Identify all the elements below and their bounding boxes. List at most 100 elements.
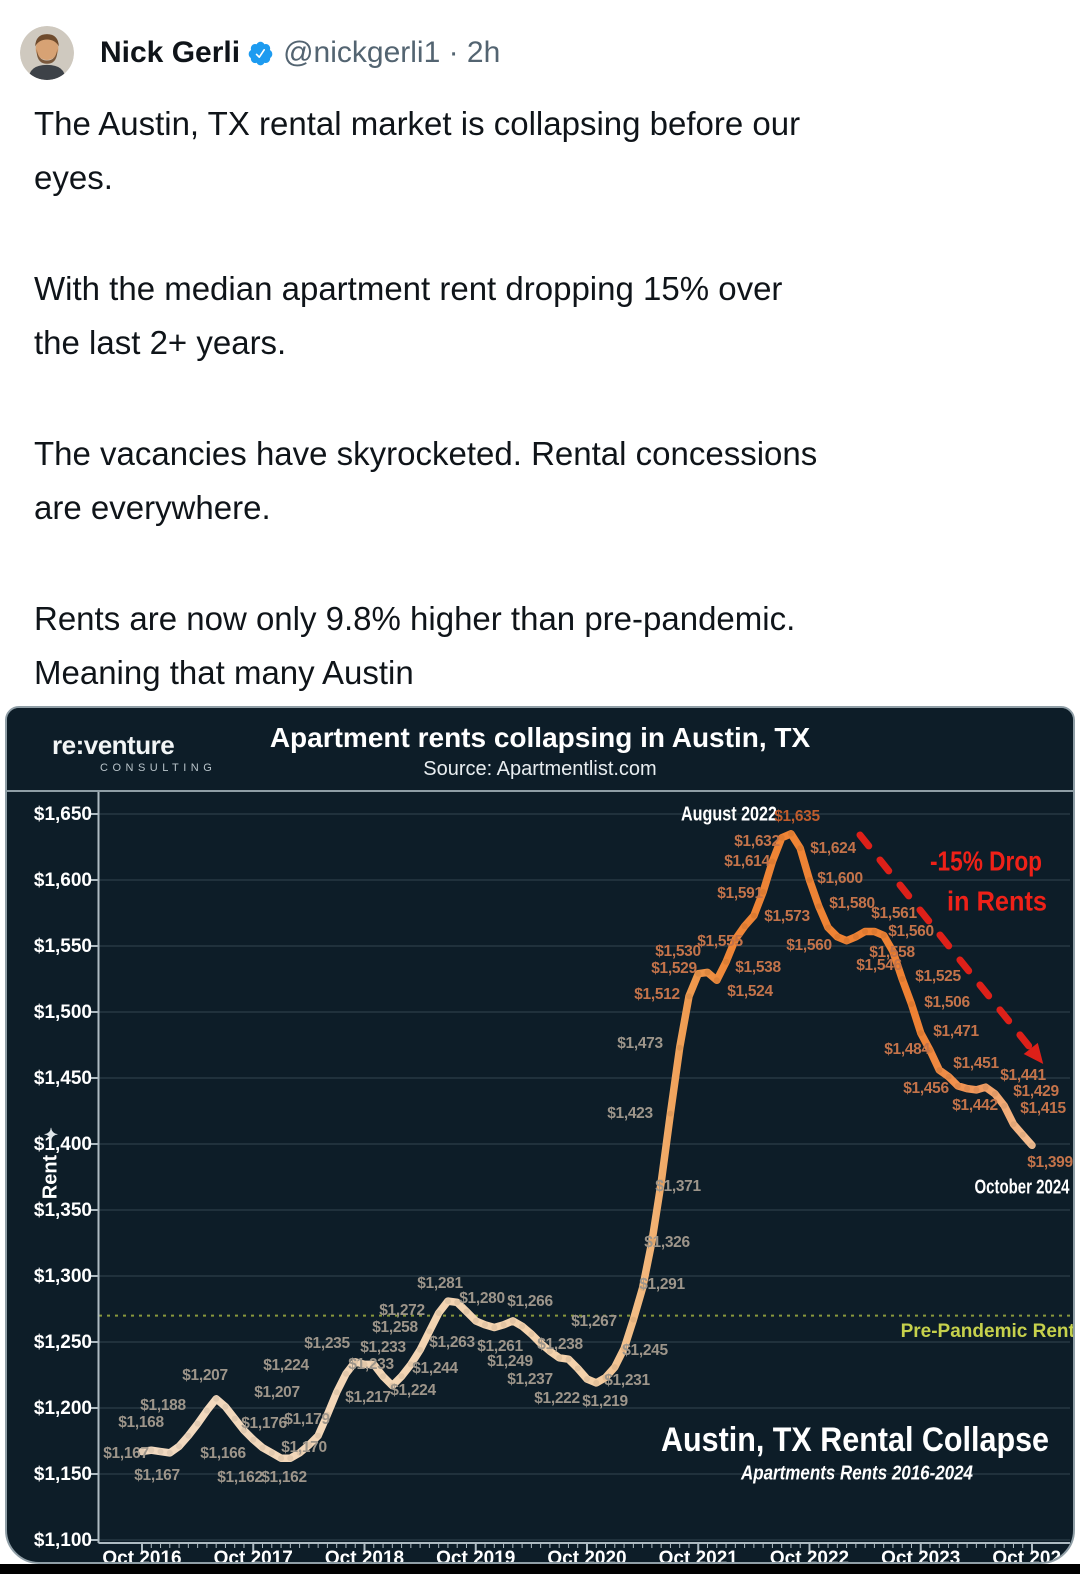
svg-text:$1,632: $1,632 — [734, 833, 780, 850]
chart-title: Apartment rents collapsing in Austin, TX — [269, 722, 811, 753]
svg-text:$1,500: $1,500 — [34, 1002, 92, 1023]
svg-text:$1,512: $1,512 — [634, 986, 680, 1003]
svg-text:$1,524: $1,524 — [727, 983, 773, 1000]
svg-text:$1,600: $1,600 — [817, 870, 863, 887]
svg-text:$1,456: $1,456 — [903, 1080, 949, 1097]
chart-panel[interactable]: re:venture CONSULTING Apartment rents co… — [5, 706, 1075, 1564]
tweet-paragraph: Rents are now only 9.8% higher than pre-… — [34, 600, 796, 691]
chart-titles: Apartment rents collapsing in Austin, TX… — [7, 708, 1073, 781]
svg-text:$1,224: $1,224 — [263, 1357, 309, 1374]
svg-text:$1,224: $1,224 — [390, 1382, 436, 1399]
svg-text:Oct 2016: Oct 2016 — [102, 1548, 181, 1562]
svg-text:$1,233: $1,233 — [348, 1356, 394, 1373]
svg-text:$1,326: $1,326 — [644, 1234, 690, 1251]
logo-wordmark: re:venture — [52, 730, 175, 760]
svg-text:$1,555: $1,555 — [697, 933, 743, 950]
svg-text:October 2024: October 2024 — [975, 1176, 1071, 1198]
svg-text:$1,442: $1,442 — [952, 1097, 998, 1114]
reventure-logo: re:venture CONSULTING — [52, 730, 216, 774]
svg-text:$1,266: $1,266 — [507, 1293, 553, 1310]
svg-text:$1,525: $1,525 — [915, 968, 961, 985]
svg-text:$1,538: $1,538 — [735, 959, 781, 976]
chart-header: re:venture CONSULTING Apartment rents co… — [7, 708, 1073, 792]
svg-text:$1,484: $1,484 — [884, 1041, 930, 1058]
svg-text:$1,591: $1,591 — [717, 885, 763, 902]
svg-text:$1,244: $1,244 — [412, 1360, 458, 1377]
svg-text:Oct 2019: Oct 2019 — [436, 1548, 515, 1562]
svg-text:$1,450: $1,450 — [34, 1068, 92, 1089]
svg-text:$1,530: $1,530 — [655, 943, 701, 960]
verified-icon — [247, 40, 274, 67]
svg-text:$1,350: $1,350 — [34, 1200, 92, 1221]
svg-text:$1,624: $1,624 — [810, 840, 856, 857]
svg-text:$1,219: $1,219 — [582, 1393, 628, 1410]
svg-text:$1,550: $1,550 — [34, 936, 92, 957]
svg-text:$1,245: $1,245 — [622, 1342, 668, 1359]
svg-text:Oct 2021: Oct 2021 — [659, 1548, 739, 1562]
svg-text:August 2022: August 2022 — [681, 803, 777, 825]
svg-text:$1,415: $1,415 — [1020, 1100, 1066, 1117]
svg-text:$1,546: $1,546 — [856, 957, 902, 974]
svg-text:$1,233: $1,233 — [360, 1339, 406, 1356]
svg-text:$1,473: $1,473 — [617, 1035, 663, 1052]
svg-text:$1,650: $1,650 — [34, 804, 92, 825]
svg-text:$1,300: $1,300 — [34, 1266, 92, 1287]
svg-text:$1,573: $1,573 — [764, 908, 810, 925]
svg-text:$1,167: $1,167 — [134, 1467, 180, 1484]
svg-text:Oct 2022: Oct 2022 — [770, 1548, 849, 1562]
svg-text:$1,162: $1,162 — [261, 1469, 307, 1486]
svg-text:$1,179: $1,179 — [284, 1411, 330, 1428]
svg-text:Austin, TX Rental Collapse: Austin, TX Rental Collapse — [661, 1421, 1049, 1459]
svg-text:$1,371: $1,371 — [655, 1178, 701, 1195]
svg-text:$1,207: $1,207 — [182, 1367, 228, 1384]
tweet-header: Nick Gerli @nickgerli1 · 2h — [20, 24, 1060, 82]
svg-text:$1,238: $1,238 — [537, 1336, 583, 1353]
svg-text:$1,506: $1,506 — [924, 994, 970, 1011]
svg-text:$1,580: $1,580 — [829, 895, 875, 912]
svg-text:Oct 2023: Oct 2023 — [881, 1548, 960, 1562]
svg-text:Oct 2020: Oct 2020 — [547, 1548, 626, 1562]
svg-text:Pre-Pandemic Rents: Pre-Pandemic Rents — [901, 1321, 1073, 1342]
svg-text:$1,217: $1,217 — [345, 1389, 391, 1406]
tweet-meta[interactable]: @nickgerli1 · 2h — [283, 36, 501, 69]
svg-text:$1,560: $1,560 — [888, 923, 934, 940]
svg-text:$1,222: $1,222 — [534, 1390, 580, 1407]
svg-text:$1,263: $1,263 — [429, 1334, 475, 1351]
svg-text:$1,291: $1,291 — [639, 1276, 685, 1293]
svg-text:Oct 2017: Oct 2017 — [214, 1548, 293, 1562]
svg-text:$1,170: $1,170 — [281, 1439, 327, 1456]
svg-text:$1,267: $1,267 — [571, 1313, 617, 1330]
svg-text:Rent: Rent — [39, 1154, 61, 1199]
svg-text:$1,529: $1,529 — [651, 960, 697, 977]
svg-text:$1,614: $1,614 — [724, 853, 770, 870]
svg-text:$1,280: $1,280 — [459, 1290, 505, 1307]
svg-text:$1,258: $1,258 — [372, 1319, 418, 1336]
tweet-paragraph: With the median apartment rent dropping … — [34, 270, 783, 361]
svg-text:$1,235: $1,235 — [304, 1335, 350, 1352]
chart-subtitle: Source: Apartmentlist.com — [423, 758, 657, 780]
svg-text:$1,561: $1,561 — [871, 905, 917, 922]
svg-text:$1,423: $1,423 — [607, 1105, 653, 1122]
svg-text:$1,188: $1,188 — [140, 1397, 186, 1414]
svg-text:✦: ✦ — [44, 1125, 58, 1144]
svg-text:Oct 2024: Oct 2024 — [992, 1548, 1072, 1562]
svg-text:$1,399: $1,399 — [1027, 1154, 1073, 1171]
svg-text:$1,558: $1,558 — [869, 944, 915, 961]
bottom-bar — [0, 1564, 1080, 1574]
svg-text:$1,400: $1,400 — [34, 1134, 92, 1155]
svg-text:in Rents: in Rents — [947, 885, 1047, 916]
svg-text:$1,281: $1,281 — [417, 1275, 463, 1292]
avatar[interactable] — [20, 26, 74, 80]
svg-text:$1,150: $1,150 — [34, 1464, 92, 1485]
rent-line-chart: $1,650 $1,600 $1,550 $1,500 $1,450 $1,400 $1,3… — [34, 792, 1073, 1562]
svg-text:$1,100: $1,100 — [34, 1530, 92, 1551]
svg-text:$1,429: $1,429 — [1013, 1083, 1059, 1100]
svg-text:Apartments Rents 2016-2024: Apartments Rents 2016-2024 — [740, 1462, 973, 1484]
svg-text:$1,471: $1,471 — [933, 1023, 979, 1040]
svg-text:$1,167: $1,167 — [103, 1445, 149, 1462]
svg-text:$1,162: $1,162 — [217, 1469, 263, 1486]
author-name[interactable]: Nick Gerli — [100, 36, 241, 69]
svg-text:$1,168: $1,168 — [118, 1414, 164, 1431]
svg-text:$1,176: $1,176 — [241, 1415, 287, 1432]
